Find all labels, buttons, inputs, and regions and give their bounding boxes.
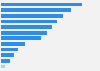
- Bar: [1, 65, 5, 68]
- Bar: [1, 25, 52, 29]
- Bar: [1, 20, 57, 23]
- Bar: [1, 8, 71, 12]
- Bar: [1, 53, 14, 57]
- Bar: [1, 31, 46, 35]
- Bar: [1, 14, 63, 18]
- Bar: [1, 42, 25, 46]
- Bar: [1, 3, 82, 6]
- Bar: [1, 48, 18, 51]
- Bar: [1, 59, 10, 63]
- Bar: [1, 36, 41, 40]
